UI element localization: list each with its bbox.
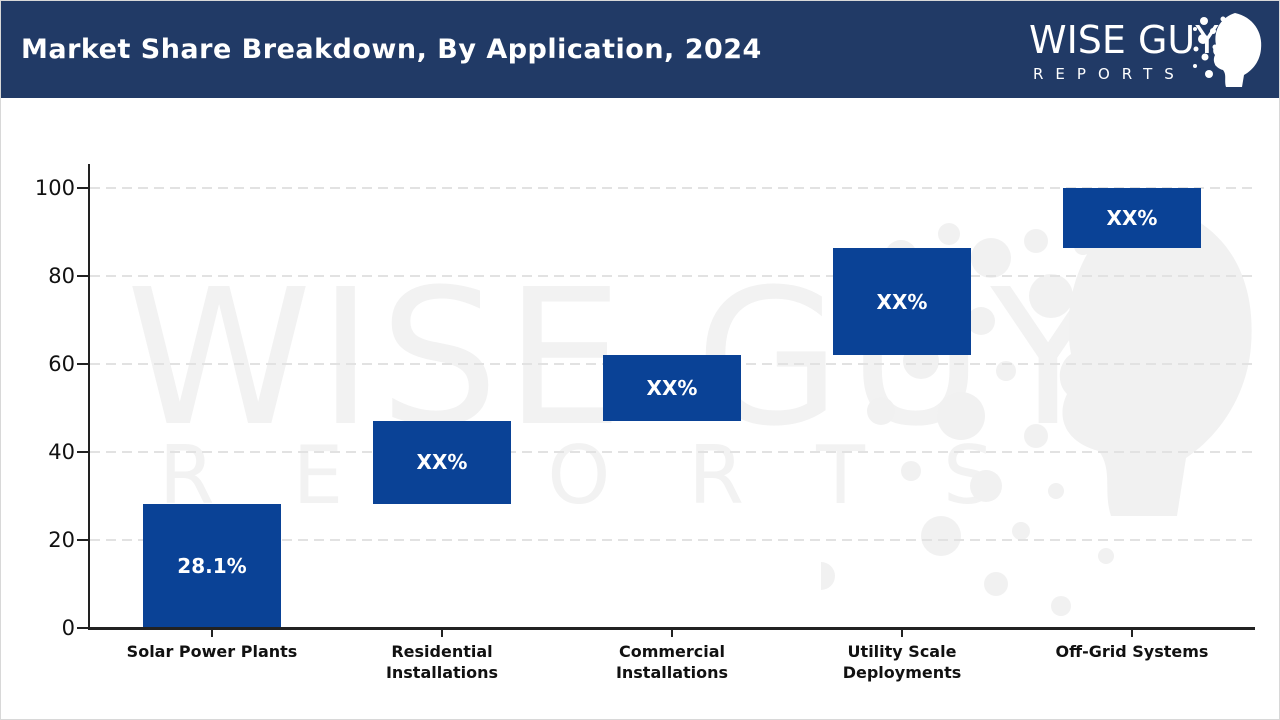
- bar-2: XX%: [373, 420, 511, 504]
- bar-value-label: XX%: [646, 375, 698, 400]
- gridline-40: [90, 450, 1255, 453]
- y-tick-0: [77, 626, 89, 629]
- gridline-80: [90, 274, 1255, 277]
- page-title: Market Share Breakdown, By Application, …: [21, 34, 762, 65]
- bar-5: XX%: [1063, 188, 1201, 249]
- x-tick-5: [1131, 630, 1133, 637]
- y-tick-label-80: 80: [48, 263, 75, 288]
- category-label-line: Commercial: [618, 642, 726, 661]
- category-label-3: Commercial Installations: [552, 641, 792, 683]
- logo-reports-text: REPORTS: [1033, 65, 1186, 83]
- y-tick-20: [77, 538, 89, 541]
- x-tick-4: [901, 630, 903, 637]
- category-label-4: Utility Scale Deployments: [782, 641, 1022, 683]
- y-tick-label-0: 0: [61, 615, 75, 640]
- y-tick-label-20: 20: [48, 527, 75, 552]
- category-label-line: Deployments: [842, 663, 962, 682]
- y-tick-60: [77, 362, 89, 365]
- x-axis-spine: [88, 627, 1255, 630]
- bar-value-label: XX%: [876, 289, 928, 314]
- category-label-line: Installations: [615, 663, 729, 682]
- watermark-dotted-head: [821, 204, 1252, 616]
- bar-value-label: 28.1%: [177, 553, 247, 578]
- watermark-text-reports: REPORTS: [159, 429, 1072, 522]
- y-tick-label-40: 40: [48, 439, 75, 464]
- category-label-line: Utility Scale: [847, 642, 957, 661]
- y-tick-label-100: 100: [34, 176, 75, 200]
- gridline-100: [90, 187, 1255, 189]
- category-label-2: Residential Installations: [322, 641, 562, 683]
- x-tick-2: [441, 630, 443, 637]
- category-label-1: Solar Power Plants: [92, 641, 332, 662]
- y-axis-spine: [88, 164, 90, 629]
- bar-4: XX%: [833, 248, 971, 355]
- y-tick-40: [77, 450, 89, 453]
- bar-1: 28.1%: [143, 504, 281, 628]
- x-tick-1: [211, 630, 213, 637]
- category-label-line: Off-Grid Systems: [1055, 642, 1209, 661]
- gridline-20: [90, 538, 1255, 541]
- y-tick-label-60: 60: [48, 351, 75, 376]
- y-tick-80: [77, 274, 89, 277]
- logo-wiseguy-text: WISE GUY: [1029, 18, 1219, 62]
- logo-dotted-head-icon: [1193, 12, 1262, 87]
- bar-value-label: XX%: [416, 450, 468, 475]
- bar-3: XX%: [603, 355, 741, 421]
- wise-guy-reports-logo: WISE GUY REPORTS: [1029, 12, 1262, 87]
- category-label-line: Installations: [385, 663, 499, 682]
- category-label-line: Residential: [391, 642, 493, 661]
- header-bar: Market Share Breakdown, By Application, …: [1, 1, 1279, 98]
- x-tick-3: [671, 630, 673, 637]
- bar-value-label: XX%: [1106, 206, 1158, 231]
- category-label-5: Off-Grid Systems: [1012, 641, 1252, 662]
- category-label-line: Solar Power Plants: [126, 642, 298, 661]
- y-tick-100: [77, 187, 89, 189]
